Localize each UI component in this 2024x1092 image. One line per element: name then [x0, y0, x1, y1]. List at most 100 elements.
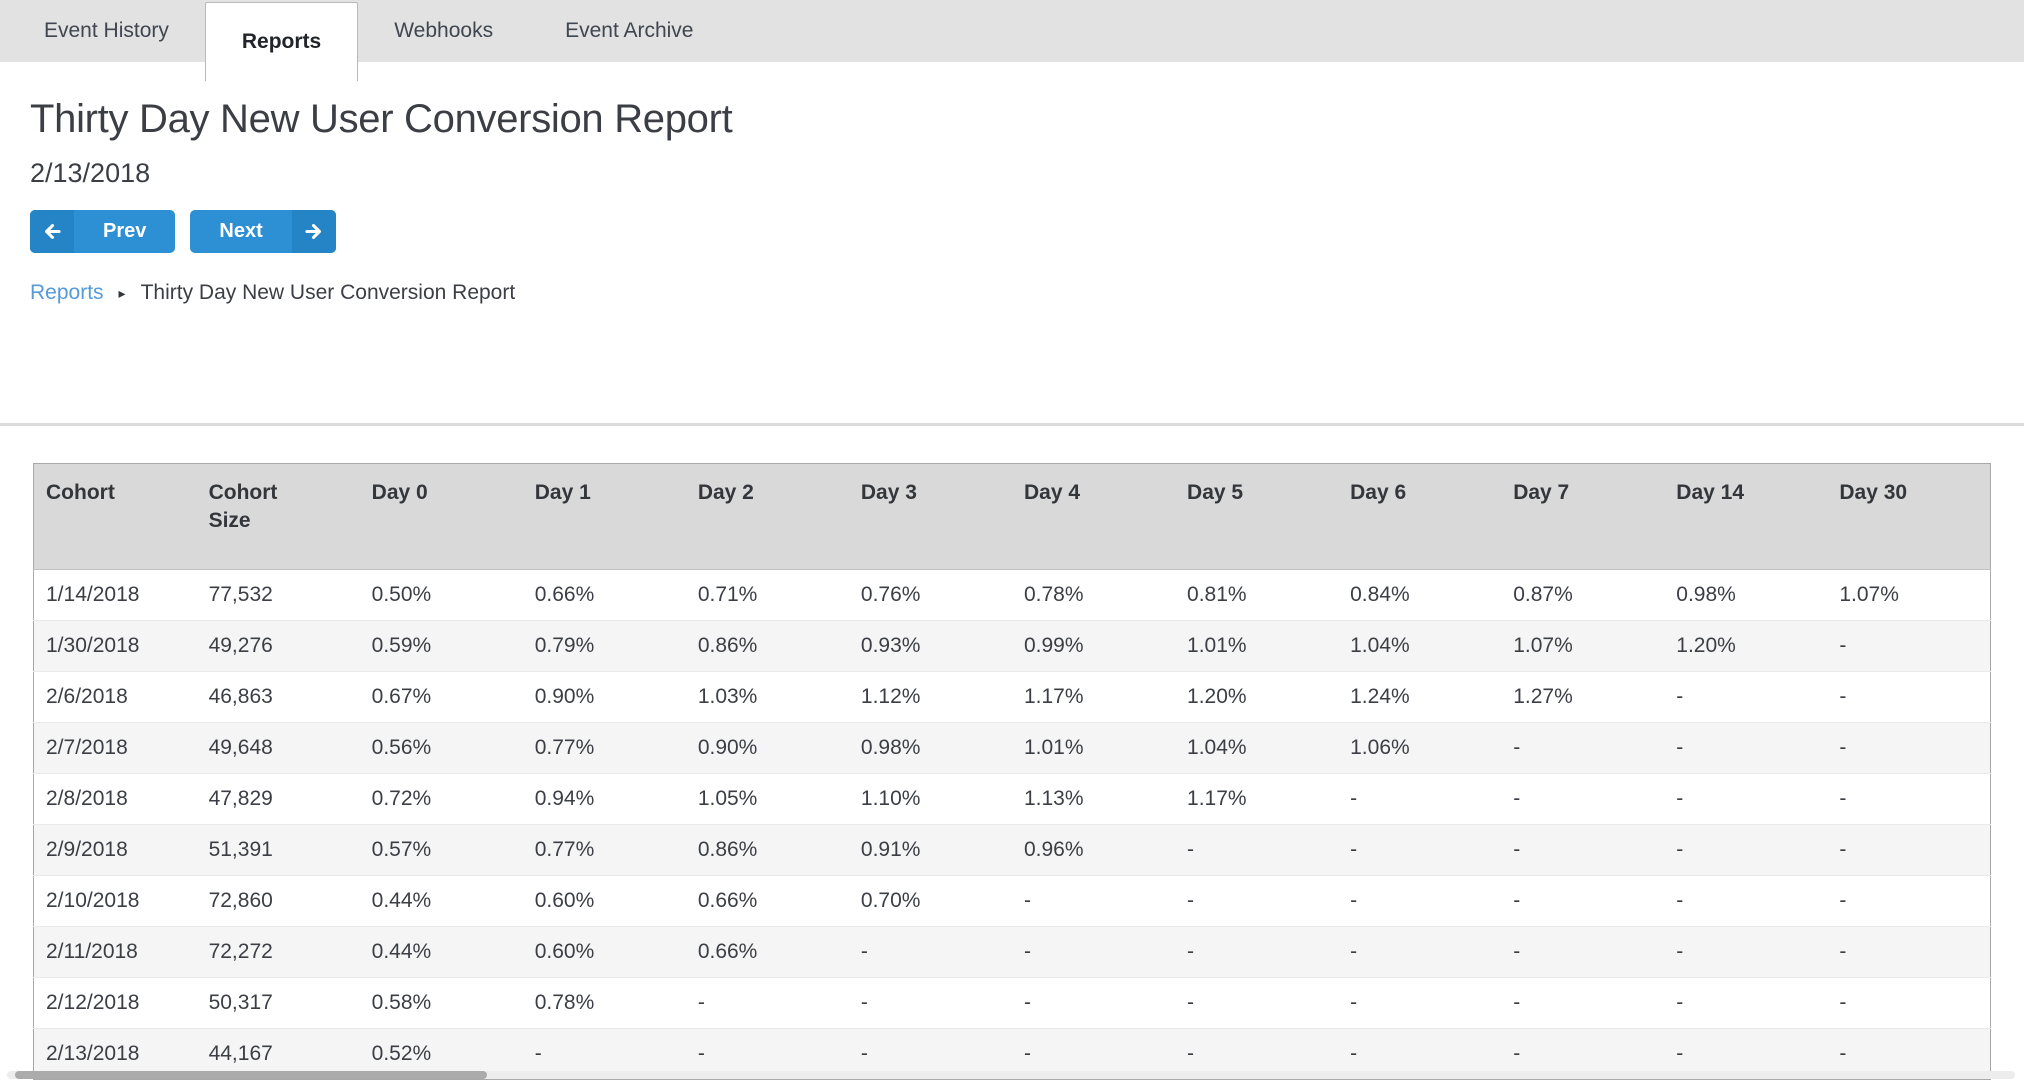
table-cell: - [1827, 670, 1991, 723]
table-cell: 1.04% [1175, 721, 1339, 774]
table-row: 2/11/2018 72,272 0.44% 0.60% 0.66% - - - - - - - [33, 925, 1991, 978]
table-cell: 72,272 [196, 925, 360, 978]
table-cell: 0.96% [1011, 823, 1176, 876]
table-cell: 1.20% [1175, 670, 1339, 723]
table-row: 2/6/2018 46,863 0.67% 0.90% 1.03% 1.12% 1.17% 1… [33, 670, 1991, 723]
table-cell: 49,276 [196, 619, 360, 672]
report-date: 2/13/2018 [30, 158, 151, 188]
table-row: 2/7/2018 49,648 0.56% 0.77% 0.90% 0.98% 1.01% 1… [33, 721, 1991, 774]
table-row: 2/12/2018 50,317 0.58% 0.78% - - - - - - - - [33, 976, 1991, 1029]
column-header: Day 2 [685, 463, 849, 570]
breadcrumb-current: Thirty Day New User Conversion Report [140, 281, 516, 304]
table-cell: - [522, 1027, 686, 1080]
table-cell: 0.98% [1664, 568, 1828, 621]
column-header: Day 14 [1664, 463, 1828, 570]
table-cell: 0.56% [359, 721, 523, 774]
table-cell: 0.58% [359, 976, 523, 1029]
table-cell: 2/9/2018 [33, 823, 197, 876]
table-cell: 0.52% [359, 1027, 523, 1080]
table-cell: 47,829 [196, 772, 360, 825]
tab-webhooks[interactable]: Webhooks [394, 19, 494, 42]
table-row: 2/8/2018 47,829 0.72% 0.94% 1.05% 1.10% 1.13% 1… [33, 772, 1991, 825]
table-cell: 1.27% [1501, 670, 1665, 723]
report-header: Thirty Day New User Conversion Report 2/… [0, 96, 2024, 305]
table-cell: 0.91% [848, 823, 1012, 876]
column-header: Cohort Size [196, 463, 360, 570]
table-cell: 0.98% [848, 721, 1012, 774]
table-cell: 1.13% [1011, 772, 1176, 825]
table-cell: - [1827, 925, 1991, 978]
table-cell: - [1827, 976, 1991, 1029]
table-cell: 0.72% [359, 772, 523, 825]
table-cell: 0.76% [848, 568, 1012, 621]
table-cell: 0.57% [359, 823, 523, 876]
table-cell: 2/7/2018 [33, 721, 197, 774]
table-cell: 0.66% [685, 874, 849, 927]
table-cell: 0.86% [685, 619, 849, 672]
horizontal-scrollbar[interactable] [7, 1071, 2015, 1079]
table-row: 1/30/2018 49,276 0.59% 0.79% 0.86% 0.93% 0.99%… [33, 619, 1991, 672]
table-cell: 2/8/2018 [33, 772, 197, 825]
table-cell: - [1501, 1027, 1665, 1080]
table-cell: - [1501, 925, 1665, 978]
table-cell: 72,860 [196, 874, 360, 927]
table-cell: 2/13/2018 [33, 1027, 197, 1080]
next-button[interactable]: Next [190, 210, 336, 253]
breadcrumb: Reports ▸ Thirty Day New User Conversion… [30, 281, 1994, 305]
table-cell: 0.67% [359, 670, 523, 723]
table-row: 2/9/2018 51,391 0.57% 0.77% 0.86% 0.91% 0.96% -… [33, 823, 1991, 876]
table-cell: - [1338, 976, 1502, 1029]
table-cell: 1.01% [1011, 721, 1176, 774]
scrollbar-thumb[interactable] [15, 1071, 487, 1079]
table-cell: 0.84% [1338, 568, 1502, 621]
table-cell: 0.99% [1011, 619, 1176, 672]
tab-event-archive[interactable]: Event Archive [565, 19, 694, 42]
table-cell: 0.60% [522, 925, 686, 978]
column-header: Day 0 [359, 463, 523, 570]
table-row: 2/13/2018 44,167 0.52% - - - - - - - - - [33, 1027, 1991, 1080]
table-cell: 49,648 [196, 721, 360, 774]
table-cell: - [1011, 976, 1176, 1029]
table-cell: 0.59% [359, 619, 523, 672]
table-cell: 1.20% [1664, 619, 1828, 672]
pagination-controls: Prev Next [30, 210, 1994, 253]
tab-reports[interactable]: Reports [204, 2, 359, 81]
table-cell: 1/30/2018 [33, 619, 197, 672]
column-header: Day 6 [1338, 463, 1502, 570]
table-header-row: Cohort Cohort Size Day 0 Day 1 Day 2 Day 3 Day… [33, 463, 1991, 570]
table-cell: 1.06% [1338, 721, 1502, 774]
table-cell: - [1664, 823, 1828, 876]
table-cell: 1.03% [685, 670, 849, 723]
table-cell: - [1664, 772, 1828, 825]
prev-button-label: Prev [103, 220, 147, 242]
table-cell: - [1501, 874, 1665, 927]
arrow-right-icon [291, 210, 336, 253]
table-cell: - [848, 1027, 1012, 1080]
tab-event-history[interactable]: Event History [44, 19, 169, 42]
column-header: Day 30 [1827, 463, 1991, 570]
report-table-section: Cohort Cohort Size Day 0 Day 1 Day 2 Day 3 Day… [0, 426, 2024, 1080]
table-cell: 1.17% [1175, 772, 1339, 825]
table-cell: - [1501, 823, 1665, 876]
table-cell: - [1827, 874, 1991, 927]
breadcrumb-link-reports[interactable]: Reports [30, 281, 104, 304]
table-cell: - [1338, 1027, 1502, 1080]
table-cell: 50,317 [196, 976, 360, 1029]
table-cell: - [1175, 874, 1339, 927]
conversion-table: Cohort Cohort Size Day 0 Day 1 Day 2 Day 3 Day… [33, 463, 1991, 1080]
table-cell: - [1338, 772, 1502, 825]
table-cell: 0.77% [522, 823, 686, 876]
column-header: Cohort [33, 463, 197, 570]
table-row: 1/14/2018 77,532 0.50% 0.66% 0.71% 0.76% 0.78%… [33, 568, 1991, 621]
table-cell: 0.50% [359, 568, 523, 621]
table-cell: - [1664, 1027, 1828, 1080]
table-cell: 51,391 [196, 823, 360, 876]
table-cell: 46,863 [196, 670, 360, 723]
column-header: Day 7 [1501, 463, 1665, 570]
prev-button[interactable]: Prev [30, 210, 176, 253]
column-header: Day 1 [522, 463, 686, 570]
table-row: 2/10/2018 72,860 0.44% 0.60% 0.66% 0.70% - - - - -… [33, 874, 1991, 927]
table-cell: 1.24% [1338, 670, 1502, 723]
table-cell: 0.44% [359, 874, 523, 927]
column-header: Day 5 [1175, 463, 1339, 570]
